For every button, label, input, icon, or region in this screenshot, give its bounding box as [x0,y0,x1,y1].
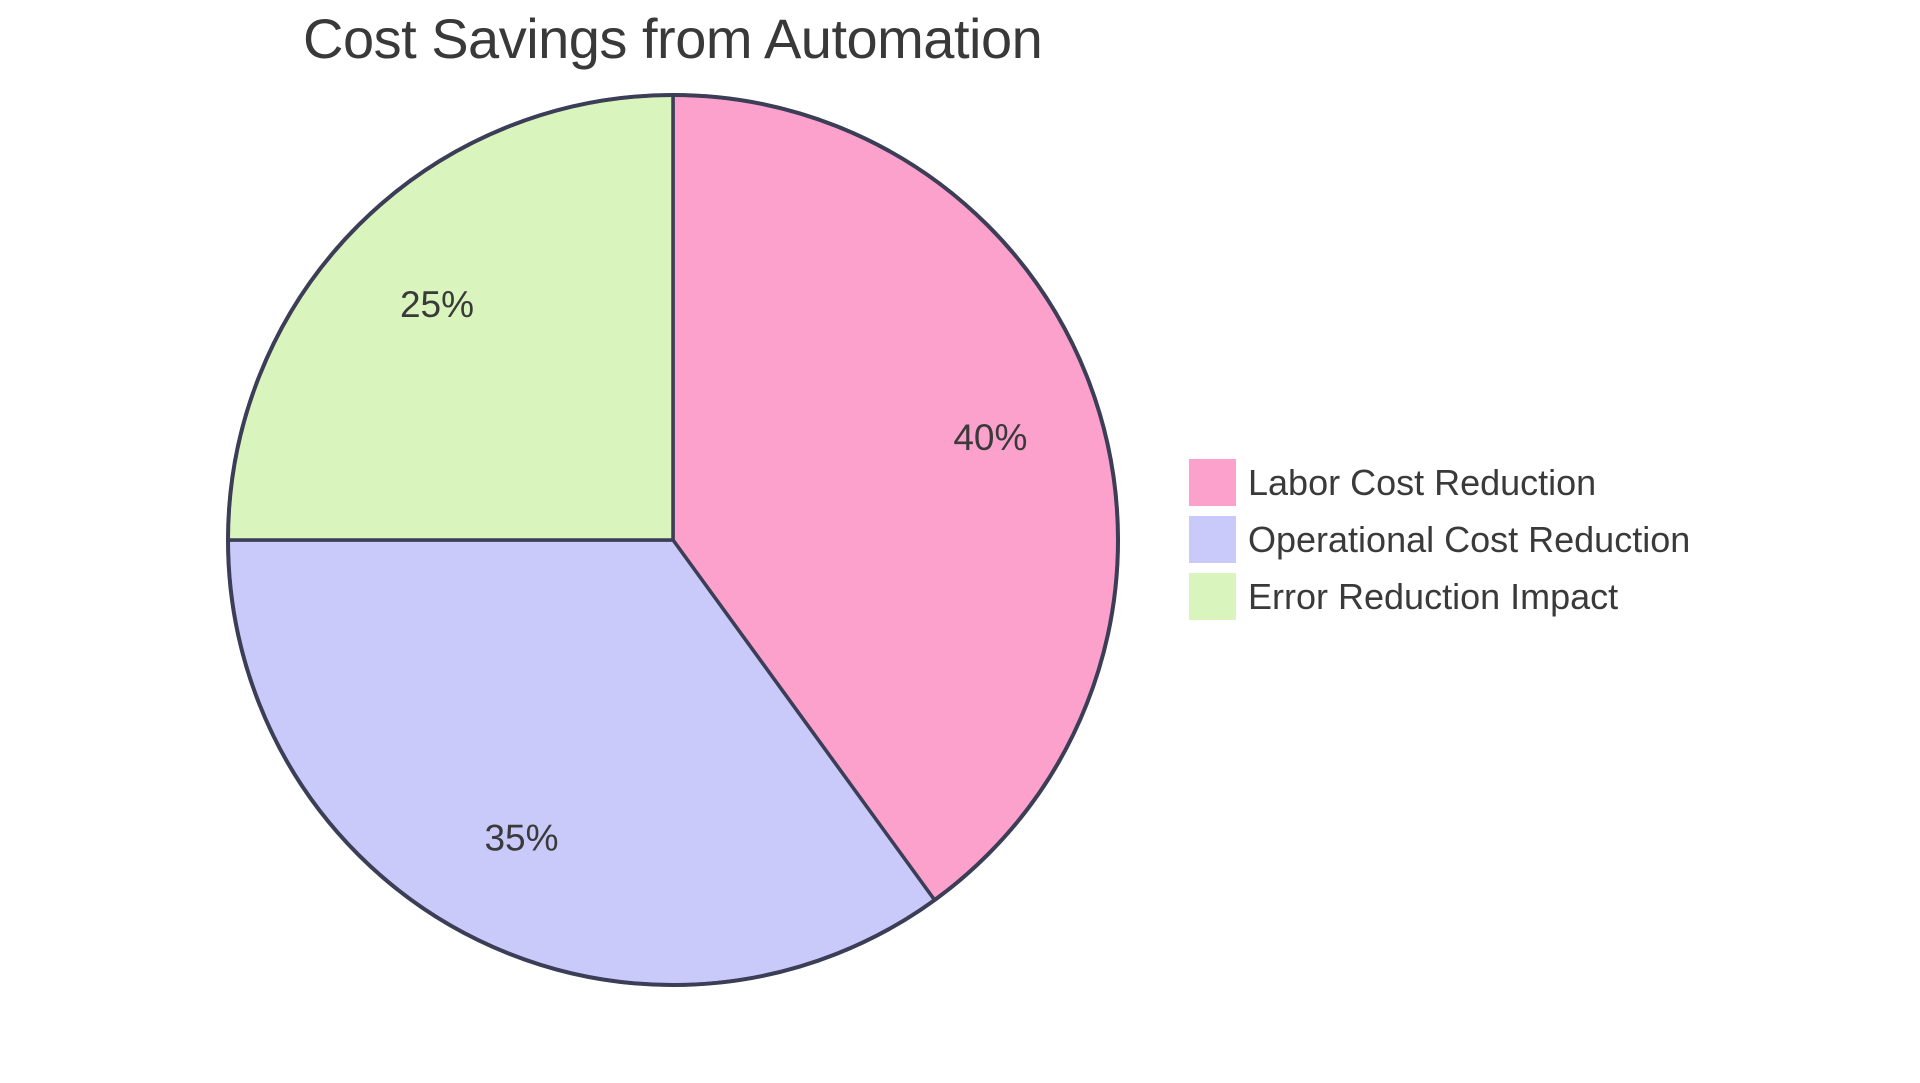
slice-value-label-operational-cost-reduction: 35% [484,817,558,858]
legend-swatch-labor-cost-reduction [1189,459,1236,506]
legend-swatch-operational-cost-reduction [1189,516,1236,563]
legend: Labor Cost Reduction Operational Cost Red… [1189,459,1690,630]
pie-outline [226,93,1120,987]
legend-swatch-error-reduction-impact [1189,573,1236,620]
legend-item-error-reduction-impact: Error Reduction Impact [1189,573,1690,620]
slice-value-label-error-reduction-impact: 25% [400,284,474,325]
legend-item-labor-cost-reduction: Labor Cost Reduction [1189,459,1690,506]
slice-value-label-labor-cost-reduction: 40% [953,417,1027,458]
chart-title: Cost Savings from Automation [303,7,1043,70]
legend-label-operational-cost-reduction: Operational Cost Reduction [1248,518,1691,560]
legend-label-error-reduction-impact: Error Reduction Impact [1248,575,1619,617]
legend-item-operational-cost-reduction: Operational Cost Reduction [1189,516,1690,563]
legend-label-labor-cost-reduction: Labor Cost Reduction [1248,461,1597,503]
